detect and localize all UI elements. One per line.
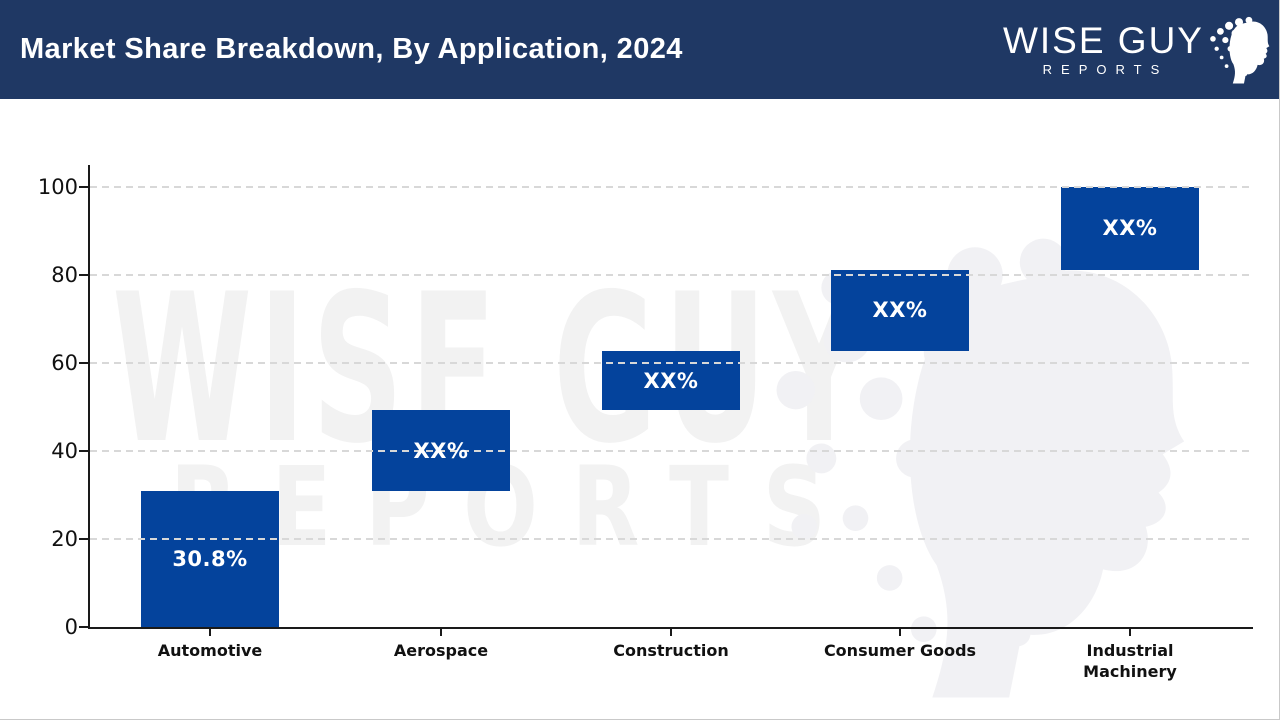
x-axis-category-label: Aerospace <box>393 641 489 660</box>
x-axis-spine <box>88 627 1253 629</box>
bar-value-label: XX% <box>872 298 928 323</box>
wiseguy-logo: WISE GUY REPORTS <box>1002 12 1279 88</box>
bar-value-label: XX% <box>1102 216 1158 241</box>
x-axis-category-label: Industrial Machinery <box>1083 641 1177 681</box>
bar-value-label: 30.8% <box>172 547 248 572</box>
gridline-y40 <box>90 450 1253 452</box>
y-axis-tick-label: 80 <box>51 263 78 287</box>
x-tick-mark <box>899 627 901 636</box>
bar-value-label: XX% <box>413 438 469 463</box>
x-axis-category-label: Consumer Goods <box>823 641 977 660</box>
y-axis-tick-label: 60 <box>51 351 78 375</box>
bar-value-label: XX% <box>643 368 699 393</box>
logo-subtitle: REPORTS <box>1042 62 1169 77</box>
chart-title: Market Share Breakdown, By Application, … <box>20 33 683 65</box>
bar-automotive <box>141 491 279 627</box>
wiseguy-face-watermark <box>776 238 1185 698</box>
y-tick-mark <box>79 186 88 188</box>
y-tick-mark <box>79 538 88 540</box>
bar-industrial-machinery <box>1061 187 1199 270</box>
header: Market Share Breakdown, By Application, … <box>0 0 1279 99</box>
x-axis-category-label: Construction <box>613 641 729 660</box>
x-tick-mark <box>209 627 211 636</box>
y-axis-tick-label: 40 <box>51 439 78 463</box>
y-axis-spine <box>88 165 90 629</box>
logo-wordmark: WISE GUY <box>1002 20 1204 61</box>
bar-consumer-goods <box>831 269 969 352</box>
x-tick-mark <box>1129 627 1131 636</box>
y-axis-tick-label: 100 <box>37 175 78 199</box>
wiseguy-face-icon <box>1210 16 1270 83</box>
y-tick-mark <box>79 626 88 628</box>
y-axis-tick-label: 20 <box>51 527 78 551</box>
x-tick-mark <box>440 627 442 636</box>
x-tick-mark <box>670 627 672 636</box>
bar-construction <box>602 351 740 411</box>
y-axis-tick-label: 0 <box>64 615 78 639</box>
x-axis-category-label: Automotive <box>157 641 263 660</box>
y-tick-mark <box>79 274 88 276</box>
y-tick-mark <box>79 450 88 452</box>
y-tick-mark <box>79 362 88 364</box>
gridline-y80 <box>90 274 1253 276</box>
